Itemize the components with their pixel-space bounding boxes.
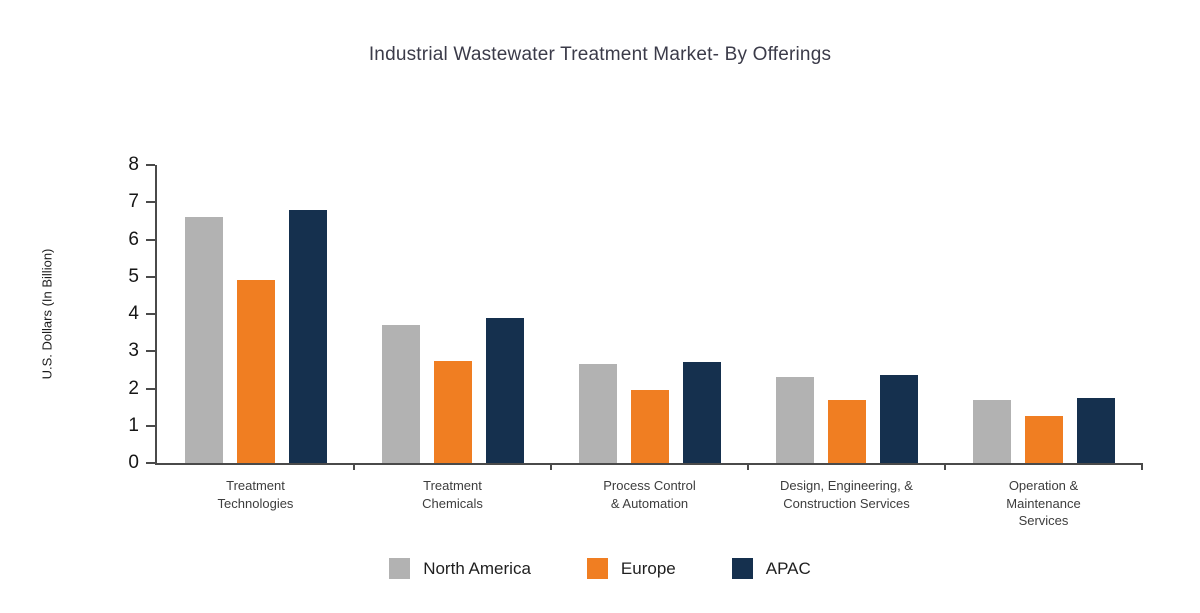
category-label-operation: Operation & Maintenance Services (1006, 478, 1081, 529)
bar-group-design-engineering (748, 165, 945, 463)
bar-group-operation (945, 165, 1142, 463)
bar-europe (236, 280, 275, 463)
bar-apac (288, 209, 327, 463)
y-tick-label-3: 3 (128, 340, 139, 362)
y-tick-label-8: 8 (128, 154, 139, 175)
legend-swatch-europe (586, 558, 608, 579)
y-tick-mark (146, 313, 155, 315)
y-tick-label-7: 7 (128, 191, 139, 213)
legend-label-north-america: North America (423, 558, 531, 578)
bar-europe (630, 390, 669, 463)
legend-swatch-north-america (389, 558, 411, 579)
category-label-treatment: Treatment Technologies (217, 478, 294, 511)
bar-north-america (578, 364, 617, 463)
legend-swatch-apac (731, 558, 753, 579)
legend-label-apac: APAC (765, 558, 811, 578)
y-tick-label-5: 5 (128, 265, 139, 287)
y-tick-mark (146, 462, 155, 464)
y-tick-label-6: 6 (128, 228, 139, 250)
bar-europe (1024, 416, 1063, 463)
x-tick-mark (944, 463, 946, 470)
y-tick-label-2: 2 (128, 377, 139, 399)
x-tick-mark (550, 463, 552, 470)
legend-item-north-america: North America (389, 558, 531, 579)
y-tick-mark (146, 275, 155, 278)
chart-title: Industrial Wastewater Treatment Market- … (368, 44, 832, 65)
bar-apac (682, 362, 721, 463)
y-axis-label: U.S. Dollars (In Billion) (39, 248, 55, 380)
bar-europe (433, 360, 472, 463)
legend-item-europe: Europe (586, 558, 676, 579)
bar-apac (485, 317, 524, 463)
category-label-treatment: Treatment Chemicals (422, 478, 483, 511)
bar-group-process-control (551, 165, 748, 463)
bar-north-america (775, 377, 814, 463)
bar-group-treatment (354, 165, 551, 463)
y-tick-label-0: 0 (128, 452, 139, 473)
y-tick-mark (146, 164, 155, 166)
legend-label-europe: Europe (620, 558, 676, 578)
y-tick-label-4: 4 (128, 303, 139, 324)
y-tick-mark (146, 424, 155, 427)
bar-north-america (381, 325, 420, 463)
y-tick-label-1: 1 (128, 414, 139, 436)
plot-area: 0 1 2 3 4 5 6 7 8 Treatment Technologies Treatment… (128, 154, 1143, 528)
bar-apac (879, 375, 918, 463)
y-tick-mark (146, 387, 155, 390)
y-tick-mark (146, 201, 155, 204)
legend-item-apac: APAC (731, 558, 811, 579)
x-tick-mark (747, 463, 749, 470)
legend: North America Europe APAC (0, 558, 1200, 579)
bar-group-treatment (157, 165, 354, 463)
category-label-process-control: Process Control & Automation (603, 478, 696, 511)
y-tick-mark (146, 350, 155, 353)
x-tick-mark (353, 463, 355, 470)
bar-north-america (184, 217, 223, 463)
x-tick-mark (1141, 463, 1143, 470)
bar-north-america (972, 399, 1011, 463)
bar-apac (1076, 397, 1115, 463)
y-tick-mark (146, 238, 155, 241)
bar-europe (827, 399, 866, 463)
category-label-design-engineering: Design, Engineering, & Construction Serv… (780, 478, 913, 511)
